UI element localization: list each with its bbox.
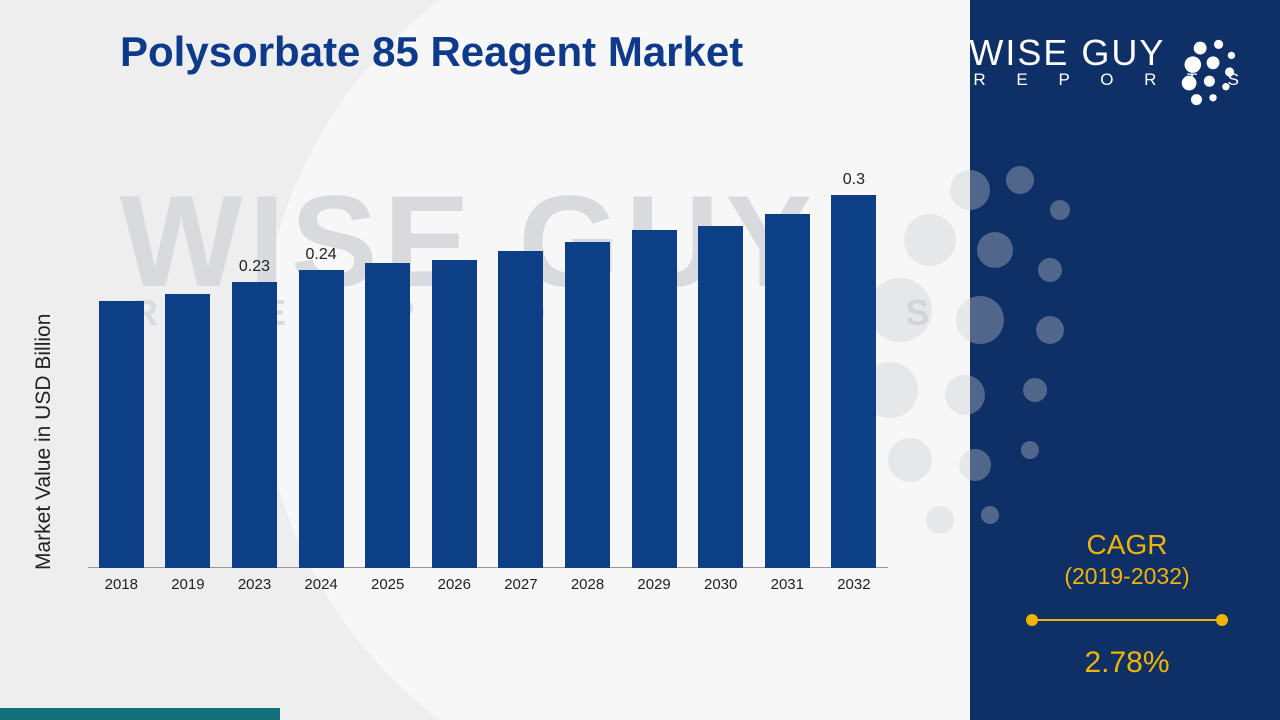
- logo-head-icon: [1156, 26, 1248, 118]
- x-tick-label: 2018: [105, 576, 138, 593]
- bar-rect: [365, 263, 410, 568]
- x-tick-label: 2024: [304, 576, 337, 593]
- bars-container: 2018 2019 0.232023 0.242024 2025 2026 2027 2028…: [88, 170, 888, 568]
- x-tick-label: 2031: [771, 576, 804, 593]
- bar-2019: 2019: [165, 294, 210, 568]
- bar-2025: 2025: [365, 263, 410, 568]
- cagr-range: (2019-2032): [1002, 563, 1252, 590]
- x-tick-label: 2026: [438, 576, 471, 593]
- x-tick-label: 2029: [637, 576, 670, 593]
- cagr-block: CAGR (2019-2032) 2.78%: [1002, 529, 1252, 680]
- chart-plot-area: 2018 2019 0.232023 0.242024 2025 2026 2027 2028…: [88, 170, 888, 568]
- cagr-divider: [1022, 608, 1232, 632]
- cagr-title: CAGR: [1002, 529, 1252, 561]
- bar-rect: [831, 195, 876, 568]
- bar-rect: [498, 251, 543, 568]
- x-tick-label: 2023: [238, 576, 271, 593]
- bar-rect: [698, 226, 743, 568]
- bar-2028: 2028: [565, 242, 610, 568]
- x-tick-label: 2027: [504, 576, 537, 593]
- y-axis-label: Market Value in USD Billion: [32, 314, 56, 570]
- bar-rect: [99, 301, 144, 568]
- bar-2026: 2026: [432, 260, 477, 568]
- bar-2023: 0.232023: [232, 282, 277, 568]
- x-tick-label: 2030: [704, 576, 737, 593]
- x-tick-label: 2032: [837, 576, 870, 593]
- bar-rect: [165, 294, 210, 568]
- bar-value-label: 0.23: [239, 258, 270, 276]
- bar-rect: [232, 282, 277, 568]
- bar-value-label: 0.24: [306, 246, 337, 264]
- bar-2024: 0.242024: [299, 270, 344, 569]
- bar-rect: [432, 260, 477, 568]
- bar-value-label: 0.3: [843, 171, 865, 189]
- bar-2029: 2029: [632, 230, 677, 568]
- cagr-value: 2.78%: [1002, 646, 1252, 680]
- bar-2027: 2027: [498, 251, 543, 568]
- bottom-accent-strip: [0, 708, 280, 720]
- x-tick-label: 2028: [571, 576, 604, 593]
- x-tick-label: 2025: [371, 576, 404, 593]
- bar-2030: 2030: [698, 226, 743, 568]
- bar-2032: 0.32032: [831, 195, 876, 568]
- chart-title: Polysorbate 85 Reagent Market: [120, 28, 743, 76]
- x-tick-label: 2019: [171, 576, 204, 593]
- bar-rect: [299, 270, 344, 569]
- stage: WISE GUY R E P O R T S Polysorbate 85 Re…: [0, 0, 1280, 720]
- brand-logo: WISE GUY R E P O R T S: [969, 32, 1252, 90]
- bar-rect: [565, 242, 610, 568]
- bar-rect: [765, 214, 810, 568]
- bar-rect: [632, 230, 677, 568]
- bar-2018: 2018: [99, 301, 144, 568]
- bar-2031: 2031: [765, 214, 810, 568]
